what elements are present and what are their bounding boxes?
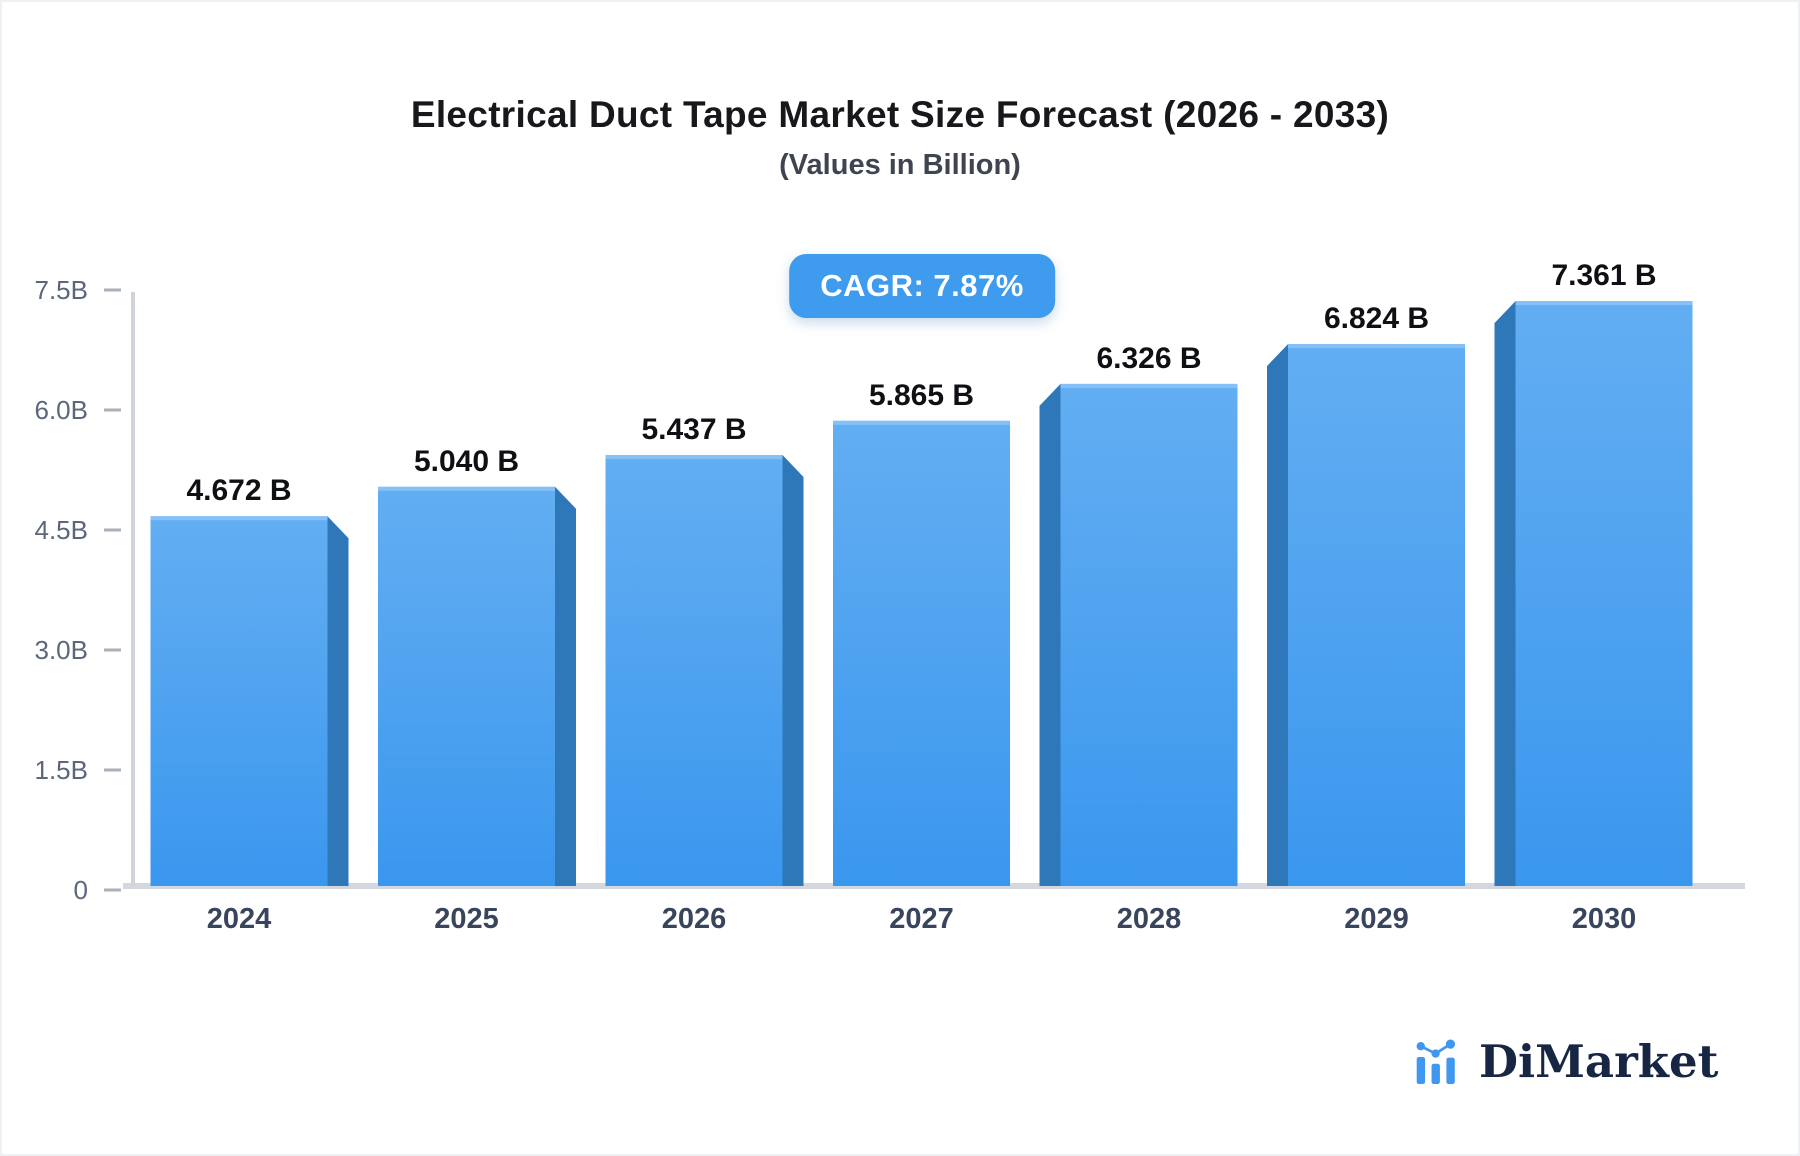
x-axis-label-2025: 2025: [434, 903, 499, 935]
bar-2027[interactable]: [833, 420, 1010, 886]
bar-2028[interactable]: [1060, 383, 1238, 886]
chart-subtitle: (Values in Billion): [779, 149, 1021, 181]
x-axis-label-2028: 2028: [1117, 903, 1182, 935]
bar-side-2029: [1267, 344, 1288, 887]
bar-side-2024: [327, 516, 349, 886]
bar-2030[interactable]: [1515, 301, 1693, 886]
bar-top-highlight-2026: [605, 455, 783, 460]
x-axis-label-2024: 2024: [207, 903, 272, 935]
y-tick-label-3.0B: 3.0B: [35, 635, 89, 665]
value-label-2024: 4.672 B: [186, 474, 291, 507]
y-tick-label-4.5B: 4.5B: [35, 515, 89, 545]
y-tick-mark-1.5B: [104, 768, 121, 772]
dimarket-logo-text: DiMarket: [1479, 1035, 1719, 1088]
y-tick-label-0: 0: [74, 875, 88, 905]
bar-top-highlight-2029: [1288, 344, 1465, 349]
bar-top-highlight-2030: [1515, 301, 1693, 306]
y-tick-mark-4.5B: [104, 528, 121, 532]
bar-top-highlight-2027: [833, 420, 1010, 425]
dimarket-logo-icon: [1416, 1039, 1456, 1084]
bar-side-2026: [782, 455, 804, 886]
labels-layer: 4.672 B 2024 5.040 B 2025 5.437 B 2026 5.865 B…: [186, 259, 1656, 935]
x-axis-label-2026: 2026: [662, 903, 727, 935]
y-tick-label-6.0B: 6.0B: [35, 395, 89, 425]
bar-top-highlight-2028: [1060, 383, 1238, 388]
y-tick-label-1.5B: 1.5B: [35, 755, 89, 785]
value-label-2025: 5.040 B: [414, 445, 519, 478]
value-label-2028: 6.326 B: [1096, 342, 1201, 375]
bar-2026[interactable]: [605, 455, 783, 886]
bar-top-highlight-2025: [378, 486, 555, 491]
bar-2024[interactable]: [150, 516, 328, 886]
y-tick-label-7.5B: 7.5B: [35, 275, 89, 305]
dimarket-logo: DiMarket: [1414, 1038, 1718, 1084]
x-axis-label-2030: 2030: [1572, 903, 1637, 935]
bar-side-2025: [555, 486, 576, 886]
y-tick-mark-6.0B: [104, 408, 121, 412]
y-tick-mark-3.0B: [104, 648, 121, 652]
bars-layer: [150, 301, 1693, 887]
chart-title: Electrical Duct Tape Market Size Forecas…: [410, 94, 1390, 135]
bar-2029[interactable]: [1288, 344, 1465, 887]
bar-2025[interactable]: [378, 486, 555, 886]
value-label-2029: 6.824 B: [1324, 302, 1429, 335]
bar-side-2028: [1039, 383, 1061, 886]
value-label-2030: 7.361 B: [1551, 259, 1656, 292]
bar-side-2030: [1494, 301, 1516, 886]
y-tick-mark-0: [104, 888, 121, 892]
x-axis-label-2029: 2029: [1344, 903, 1409, 935]
value-label-2026: 5.437 B: [641, 413, 746, 446]
bar-top-highlight-2024: [150, 516, 328, 521]
y-axis-line: [131, 292, 135, 886]
x-axis-label-2027: 2027: [889, 903, 954, 935]
value-label-2027: 5.865 B: [869, 379, 974, 412]
y-tick-mark-7.5B: [104, 288, 121, 292]
cagr-badge: CAGR: 7.87%: [789, 254, 1055, 318]
